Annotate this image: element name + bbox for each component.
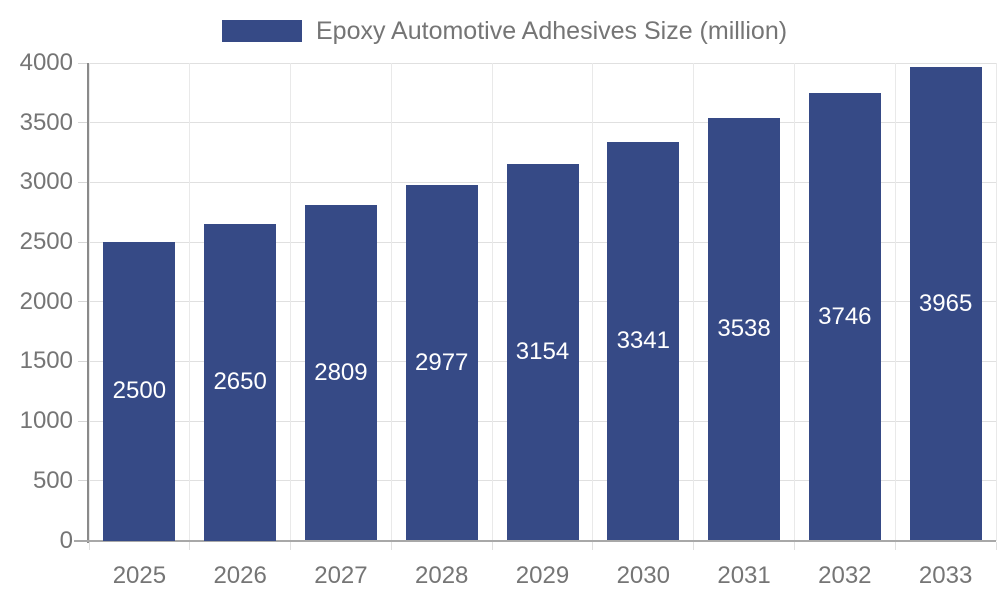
y-axis-label: 4000	[19, 49, 73, 76]
x-axis-label: 2030	[616, 561, 670, 589]
y-axis-tick	[78, 181, 88, 183]
x-axis-label: 2028	[415, 561, 469, 589]
y-axis-label: 2000	[19, 287, 73, 315]
y-axis-tick	[78, 62, 88, 64]
bar-value-label: 3341	[616, 327, 670, 355]
x-axis-tick	[592, 541, 594, 550]
bar-value-label: 3746	[818, 302, 872, 330]
x-axis-label: 2029	[515, 561, 570, 589]
gridline-horizontal	[89, 62, 996, 64]
x-axis-tick	[693, 541, 695, 550]
bar-2031[interactable]: 3538	[708, 118, 781, 541]
gridline-vertical	[290, 63, 292, 541]
bar-value-label: 2977	[415, 348, 469, 376]
legend-swatch	[222, 20, 302, 42]
bar-2029[interactable]: 3154	[506, 163, 579, 541]
x-axis-tick	[894, 541, 896, 550]
y-axis-tick	[78, 360, 88, 362]
x-axis-label: 2026	[213, 561, 267, 589]
bar-value-label: 2650	[213, 368, 267, 396]
bar-value-label: 2809	[314, 358, 368, 386]
gridline-vertical	[793, 63, 795, 541]
x-axis-tick	[189, 541, 191, 550]
y-axis-label: 1000	[19, 407, 73, 435]
gridline-vertical	[693, 63, 695, 541]
legend-label: Epoxy Automotive Adhesives Size (million…	[316, 17, 788, 45]
x-axis-label: 2025	[112, 561, 167, 589]
gridline-vertical	[88, 63, 90, 541]
x-axis-line	[74, 539, 996, 542]
x-axis-label: 2031	[717, 561, 771, 589]
bar-2033[interactable]: 3965	[909, 67, 982, 541]
x-axis-tick	[491, 541, 493, 550]
y-axis-label: 500	[32, 466, 73, 494]
gridline-vertical	[894, 63, 896, 541]
gridline-horizontal	[89, 122, 996, 124]
y-axis-label: 0	[59, 526, 73, 554]
y-axis-tick	[78, 480, 88, 482]
y-axis-label: 2500	[19, 228, 73, 256]
bar-2030[interactable]: 3341	[607, 141, 680, 541]
gridline-vertical	[592, 63, 594, 541]
x-axis-label: 2032	[818, 561, 872, 589]
x-axis-tick	[793, 541, 795, 550]
gridline-vertical	[491, 63, 493, 541]
gridline-vertical	[189, 63, 191, 541]
x-axis-tick	[290, 541, 292, 550]
gridline-vertical	[995, 63, 997, 541]
x-axis-tick	[88, 541, 90, 550]
y-axis-label: 3500	[19, 108, 73, 136]
bar-value-label: 2500	[112, 377, 167, 405]
x-axis-label: 2027	[314, 561, 368, 589]
legend[interactable]: Epoxy Automotive Adhesives Size (million…	[222, 16, 787, 46]
y-axis-tick	[78, 122, 88, 124]
y-axis-line	[87, 63, 89, 543]
bar-2027[interactable]: 2809	[304, 205, 377, 541]
y-axis-tick	[78, 301, 88, 303]
bar-2032[interactable]: 3746	[808, 93, 881, 541]
bar-value-label: 3154	[515, 338, 570, 366]
bar-2028[interactable]: 2977	[405, 185, 478, 541]
x-axis-label: 2033	[918, 561, 973, 589]
bar-value-label: 3965	[918, 289, 973, 317]
bar-2025[interactable]: 2500	[103, 242, 176, 541]
y-axis-label: 1500	[19, 347, 73, 375]
y-axis-tick	[78, 241, 88, 243]
y-axis-tick	[78, 420, 88, 422]
bar-value-label: 3538	[717, 315, 771, 343]
y-axis-label: 3000	[19, 168, 73, 196]
x-axis-tick	[390, 541, 392, 550]
bar-2026[interactable]: 2650	[204, 224, 277, 541]
x-axis-tick	[995, 541, 997, 550]
gridline-vertical	[390, 63, 392, 541]
